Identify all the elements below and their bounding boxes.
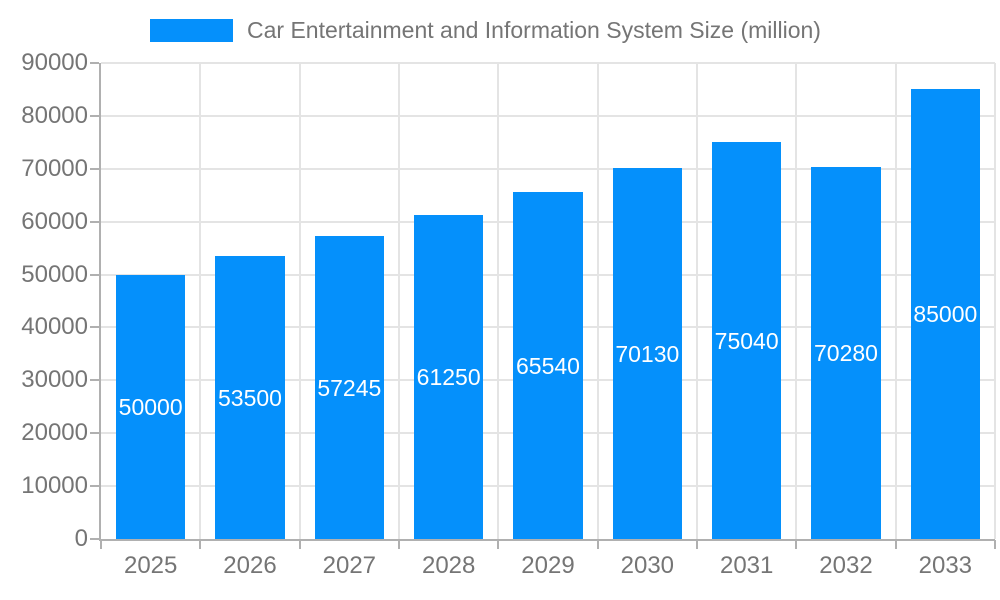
x-axis-tick-label: 2032	[819, 552, 873, 579]
bar-2032	[811, 167, 881, 539]
gridline-vertical	[199, 63, 202, 539]
x-axis-tick	[199, 540, 202, 549]
bar-2025	[115, 274, 186, 539]
x-axis-tick	[795, 540, 798, 549]
x-axis-tick	[894, 540, 897, 549]
y-axis-tick-label: 20000	[21, 419, 88, 447]
y-axis-tick-label: 0	[74, 525, 88, 552]
chart-legend[interactable]: Car Entertainment and Information System…	[150, 17, 821, 44]
bar-2026	[215, 256, 285, 539]
bar-2033	[910, 89, 981, 539]
y-axis-tick	[90, 538, 99, 540]
bar-value-label: 65540	[516, 352, 580, 379]
bar-2029	[513, 192, 583, 539]
y-axis-tick-label: 40000	[21, 313, 88, 341]
y-axis-tick-label: 30000	[21, 366, 88, 394]
bar-2028	[413, 215, 484, 539]
bar-value-label: 53500	[218, 384, 282, 411]
x-axis-tick-label: 2030	[620, 552, 675, 579]
y-axis-line	[99, 63, 101, 541]
y-axis-tick	[90, 167, 99, 170]
gridline-vertical	[497, 63, 500, 539]
y-axis-tick-label: 90000	[21, 49, 88, 76]
gridline-horizontal	[101, 62, 995, 64]
y-axis-tick	[90, 220, 99, 223]
plot-area: 50000 53500 57245 61250 65540 70130 75040 70280…	[101, 62, 996, 539]
gridline-vertical	[596, 63, 599, 539]
y-axis-tick	[90, 273, 99, 276]
y-axis-tick	[90, 379, 99, 382]
bar-2030	[612, 168, 683, 539]
x-axis-tick-label: 2031	[719, 552, 774, 579]
bar-value-label: 61250	[416, 364, 481, 391]
gridline-vertical	[795, 63, 798, 539]
bar-value-label: 70280	[814, 340, 878, 367]
x-axis-tick-label: 2033	[918, 552, 973, 579]
gridline-horizontal	[101, 114, 995, 117]
x-axis-line	[99, 539, 995, 541]
gridline-horizontal	[101, 167, 995, 170]
bar-value-label: 50000	[118, 393, 183, 420]
y-axis-tick	[90, 326, 99, 329]
y-axis-tick-label: 50000	[21, 260, 88, 288]
x-axis-tick	[497, 540, 500, 549]
y-axis-tick-label: 70000	[21, 154, 88, 182]
x-axis-tick-label: 2029	[521, 552, 575, 579]
gridline-vertical	[696, 63, 698, 539]
gridline-vertical	[894, 63, 897, 539]
bar-value-label: 85000	[913, 301, 978, 328]
x-axis-tick	[994, 540, 996, 549]
bar-2027	[314, 236, 385, 539]
y-axis-tick	[90, 432, 99, 435]
bar-value-label: 57245	[317, 374, 382, 401]
x-axis-tick-label: 2025	[123, 552, 178, 579]
x-axis-tick-label: 2026	[223, 552, 277, 579]
y-axis-tick-label: 10000	[21, 472, 88, 500]
gridline-vertical	[298, 63, 301, 539]
x-axis-tick	[596, 540, 599, 549]
y-axis-tick	[90, 485, 99, 488]
x-axis-tick	[298, 540, 301, 549]
x-axis-tick-label: 2027	[322, 552, 377, 579]
y-axis-tick	[90, 62, 99, 64]
legend-label: Car Entertainment and Information System…	[247, 17, 821, 43]
x-axis-tick	[100, 540, 102, 549]
bar-value-label: 75040	[714, 327, 779, 354]
x-axis-tick	[696, 540, 698, 549]
x-axis-tick-label: 2028	[421, 552, 476, 579]
bar-value-label: 70130	[615, 340, 680, 367]
x-axis-tick	[398, 540, 400, 549]
legend-swatch-icon	[150, 19, 233, 42]
gridline-vertical	[994, 63, 996, 539]
bar-2031	[711, 142, 782, 539]
y-axis-tick-label: 80000	[21, 101, 88, 129]
y-axis-tick	[90, 114, 99, 117]
gridline-vertical	[398, 63, 400, 539]
y-axis-tick-label: 60000	[21, 207, 88, 235]
